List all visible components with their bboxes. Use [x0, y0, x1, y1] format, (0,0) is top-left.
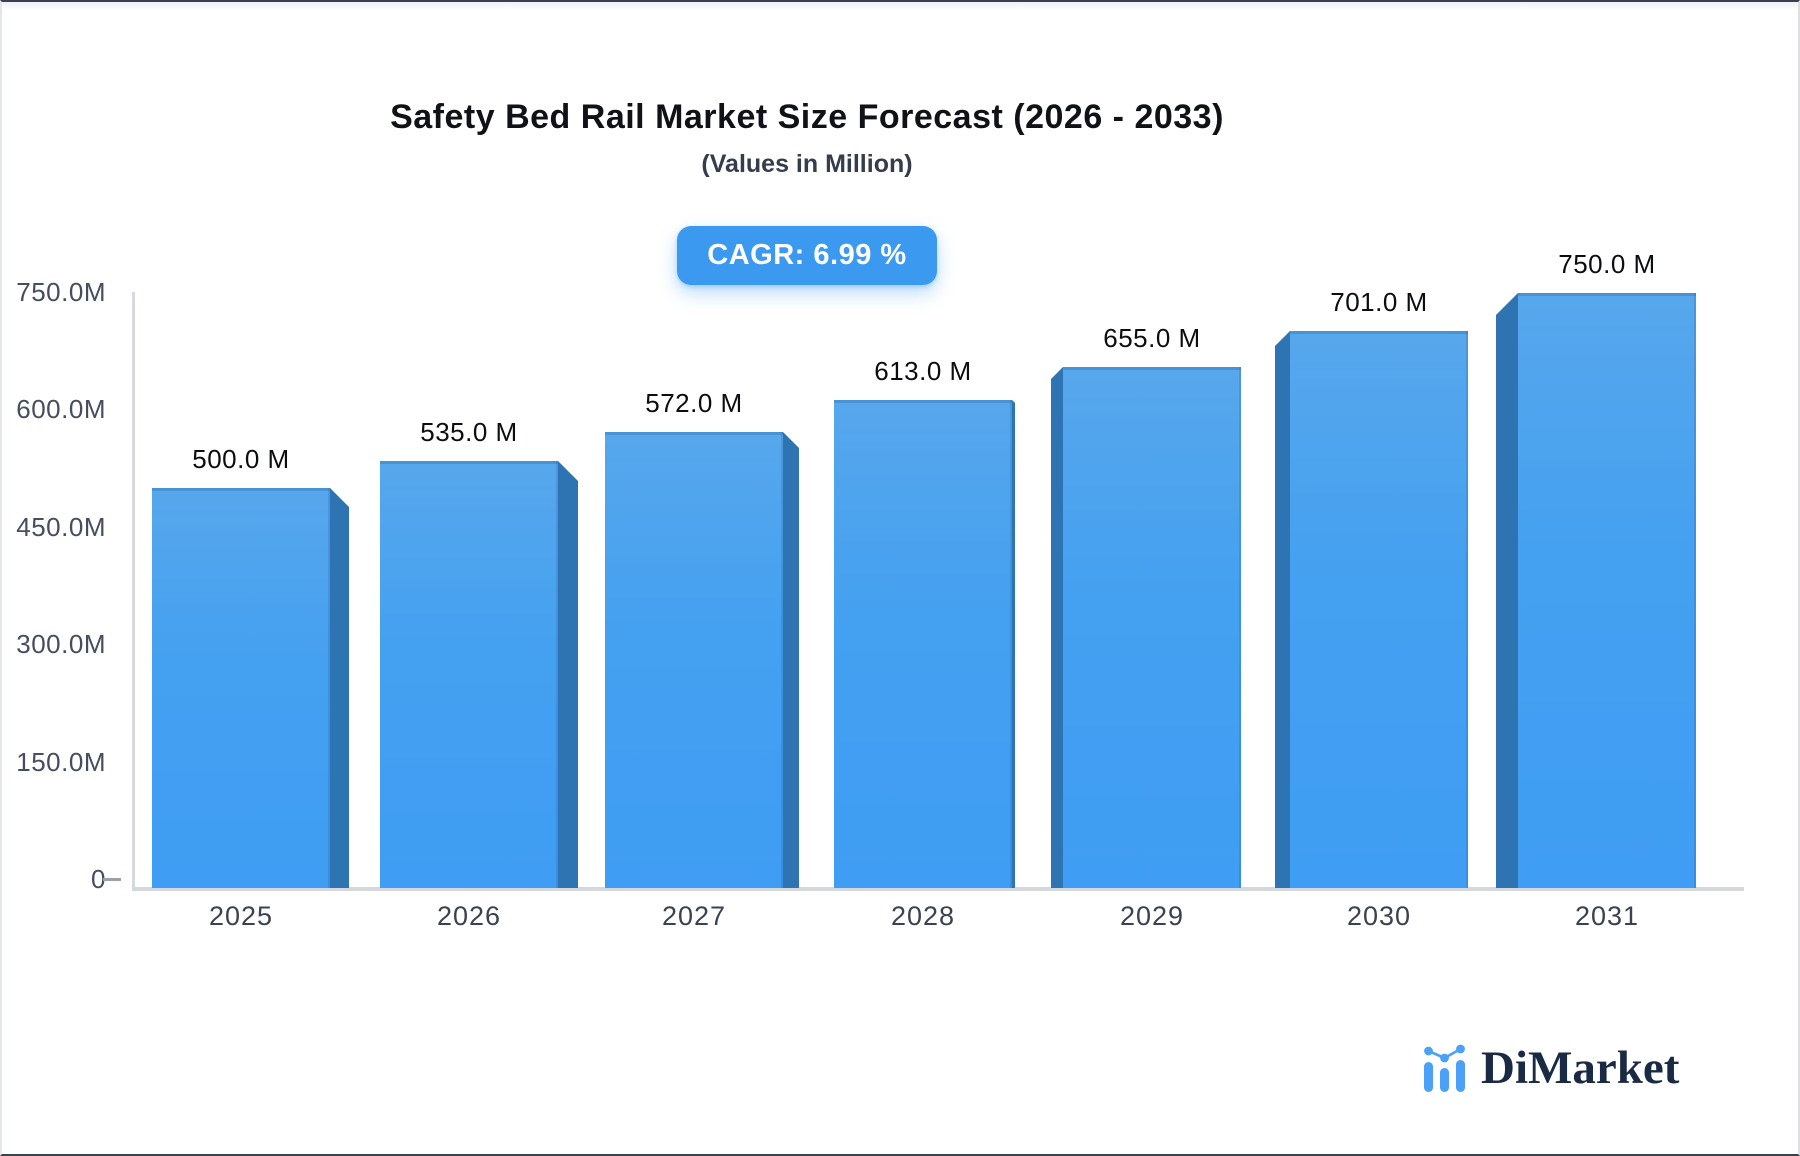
cagr-badge: CAGR: 6.99 %: [677, 226, 937, 285]
bar-3d-side-2025: [330, 488, 349, 888]
bar-value-label-2028: 613.0 M: [874, 356, 972, 386]
zero-tick-mark: [103, 878, 121, 881]
bar-2027: [605, 432, 783, 888]
bar-2025: [152, 488, 330, 888]
x-tick-label-2026: 2026: [436, 901, 502, 931]
x-axis-baseline: [132, 887, 1744, 891]
bar-3d-side-2029: [1051, 367, 1063, 888]
bar-value-label-2027: 572.0 M: [645, 388, 743, 418]
bar-3d-side-2028: [1012, 400, 1015, 888]
bar-3d-side-2030: [1275, 331, 1290, 888]
chart-title: Safety Bed Rail Market Size Forecast (20…: [390, 98, 1224, 136]
bar-value-label-2025: 500.0 M: [192, 444, 290, 474]
bar-3d-side-2027: [783, 432, 799, 888]
y-tick-label: 300.0M: [16, 629, 106, 659]
brand-logo: DiMarket: [1423, 1044, 1679, 1092]
x-tick-label-2029: 2029: [1119, 901, 1185, 931]
y-tick-label: 150.0M: [16, 747, 106, 777]
dimarket-logo-icon: [1424, 1044, 1465, 1092]
bar-value-label-2026: 535.0 M: [420, 417, 518, 447]
x-tick-label-2027: 2027: [661, 901, 727, 931]
y-tick-label: 0: [91, 864, 106, 894]
bar-value-label-2029: 655.0 M: [1103, 323, 1201, 353]
bar-2031: [1518, 293, 1696, 888]
y-tick-label: 750.0M: [16, 277, 106, 307]
x-tick-label-2031: 2031: [1574, 901, 1640, 931]
x-tick-label-2025: 2025: [208, 901, 274, 931]
bar-value-label-2031: 750.0 M: [1558, 249, 1656, 279]
chart-subtitle: (Values in Million): [701, 150, 913, 178]
brand-name: DiMarket: [1481, 1042, 1680, 1094]
cagr-badge-row: CAGR: 6.99 %: [2, 226, 1612, 285]
bar-2030: [1290, 331, 1468, 888]
bar-value-label-2030: 701.0 M: [1330, 287, 1428, 317]
bar-3d-side-2026: [558, 461, 578, 888]
y-tick-label: 600.0M: [16, 394, 106, 424]
x-tick-label-2030: 2030: [1346, 901, 1412, 931]
y-axis-line: [132, 292, 135, 889]
bar-2029: [1063, 367, 1241, 888]
y-tick-label: 450.0M: [16, 512, 106, 542]
bar-2026: [380, 461, 558, 888]
bar-2028: [834, 400, 1012, 888]
x-tick-label-2028: 2028: [890, 901, 956, 931]
bar-3d-side-2031: [1496, 293, 1518, 888]
